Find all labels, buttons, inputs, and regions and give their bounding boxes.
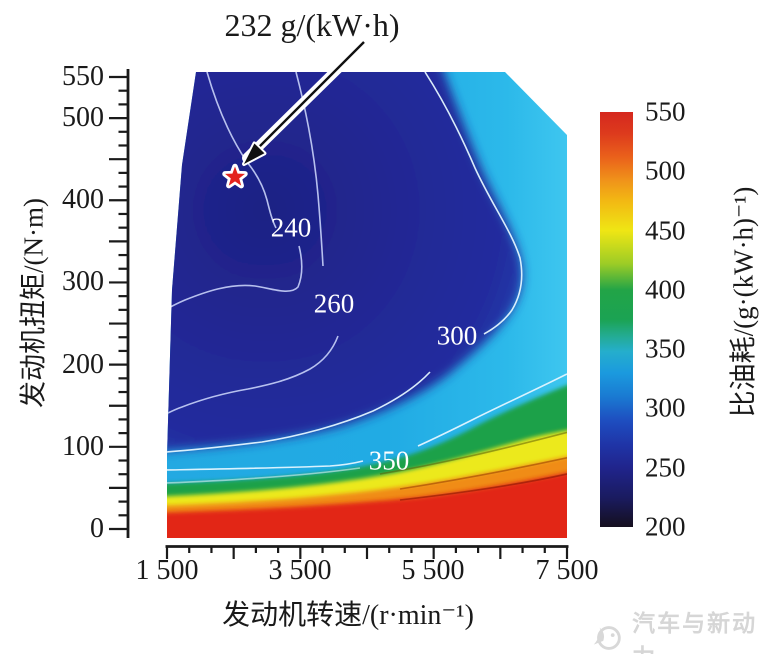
contour-label-300: 300 — [436, 320, 478, 351]
best-bsfc-annotation: 232 g/(kW·h) — [224, 7, 400, 43]
x-axis-ticks — [165, 547, 569, 559]
y-tick-550: 550 — [62, 61, 104, 92]
watermark-text: 汽车与新动力 — [632, 610, 758, 654]
contour-line-350b — [417, 373, 567, 447]
colorbar-tick-550: 550 — [645, 96, 686, 127]
contour-line-260b — [167, 335, 339, 415]
contour-line-500 — [399, 454, 567, 490]
y-tick-400: 400 — [62, 184, 104, 215]
colorbar-tick-450: 450 — [645, 215, 686, 246]
annotation-arrowhead — [242, 141, 267, 166]
watermark: 汽车与新动力 — [590, 604, 774, 654]
y-axis-ticks — [109, 75, 128, 531]
contour-line-240b — [167, 245, 303, 310]
x-axis-title: 发动机转速/(r·min⁻¹) — [222, 600, 474, 631]
contour-line-450 — [379, 428, 567, 475]
contour-line-400 — [167, 467, 361, 484]
watermark-logo-icon — [593, 626, 621, 650]
contour-label-260: 260 — [313, 288, 355, 319]
colorbar-tick-200: 200 — [645, 511, 686, 542]
contour-label-240: 240 — [270, 212, 312, 243]
y-tick-500: 500 — [62, 102, 104, 133]
x-tick-7500: 7 500 — [535, 555, 599, 586]
contour-line-240 — [206, 72, 277, 229]
contour-lines-high — [167, 72, 567, 484]
bsfc-band-red — [167, 470, 567, 538]
x-tick-5500: 5 500 — [401, 555, 465, 586]
contour-label-350: 350 — [368, 445, 410, 476]
y-tick-300: 300 — [62, 266, 104, 297]
contour-line-300b — [167, 371, 431, 453]
colorbar-tick-400: 400 — [645, 274, 686, 305]
colorbar-tick-250: 250 — [645, 452, 686, 483]
y-tick-100: 100 — [62, 431, 104, 462]
contour-line-520 — [399, 470, 567, 501]
contour-line-300 — [424, 72, 523, 335]
x-tick-3500: 3 500 — [268, 555, 332, 586]
best-point-star-icon — [222, 163, 248, 189]
colorbar-tick-350: 350 — [645, 333, 686, 364]
contour-map-region — [167, 72, 567, 538]
contour-line-350 — [167, 460, 364, 471]
x-tick-1500: 1 500 — [135, 555, 199, 586]
annotation-arrow-line — [257, 41, 365, 149]
colorbar-title: 比油耗/(g·(kW·h)⁻¹) — [728, 186, 759, 418]
y-tick-0: 0 — [90, 513, 104, 544]
colorbar-tick-300: 300 — [645, 392, 686, 423]
colorbar-gradient — [600, 112, 633, 527]
y-tick-200: 200 — [62, 349, 104, 380]
colorbar-tick-500: 500 — [645, 155, 686, 186]
